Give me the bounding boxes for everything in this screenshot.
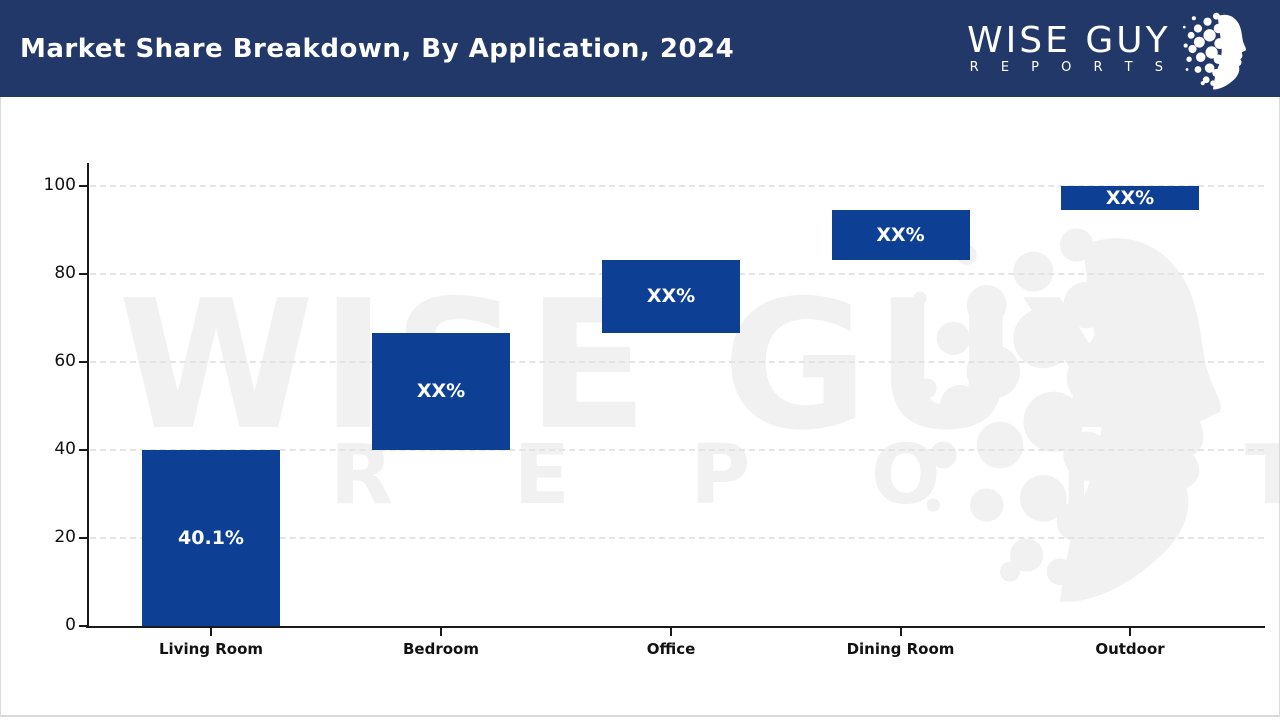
y-axis-tick bbox=[79, 361, 87, 363]
bottom-divider bbox=[0, 715, 1280, 717]
waterfall-bar-office: XX% bbox=[602, 259, 740, 333]
y-axis-tick-label: 20 bbox=[54, 527, 76, 547]
y-gridline bbox=[90, 361, 1264, 363]
y-axis-tick bbox=[79, 273, 87, 275]
x-axis-tick bbox=[670, 628, 672, 636]
header-bar: Market Share Breakdown, By Application, … bbox=[0, 0, 1280, 97]
waterfall-bar-dining-room: XX% bbox=[831, 210, 970, 260]
y-axis-tick-label: 100 bbox=[43, 175, 76, 195]
x-axis-tick bbox=[1129, 628, 1131, 636]
x-axis-tick bbox=[440, 628, 442, 636]
head-profile-dots-icon bbox=[1182, 12, 1246, 89]
bar-value-label: XX% bbox=[876, 224, 925, 247]
waterfall-bar-outdoor: XX% bbox=[1061, 186, 1199, 211]
x-axis-category-label: Living Room bbox=[158, 640, 264, 658]
x-axis-category-label: Office bbox=[646, 640, 696, 658]
waterfall-bar-bedroom: XX% bbox=[372, 332, 510, 450]
y-axis-tick bbox=[79, 537, 87, 539]
brand-subtitle: R E P O R T S bbox=[969, 60, 1172, 76]
bar-value-label: XX% bbox=[416, 380, 466, 403]
x-axis-category-label: Outdoor bbox=[1095, 640, 1165, 658]
bar-value-label: XX% bbox=[1105, 187, 1155, 210]
x-axis-tick bbox=[899, 628, 902, 636]
y-axis-tick-label: 60 bbox=[54, 351, 76, 371]
y-gridline bbox=[90, 185, 1264, 187]
page-title: Market Share Breakdown, By Application, … bbox=[20, 33, 735, 64]
y-axis-tick bbox=[79, 625, 87, 627]
bar-value-label: 40.1% bbox=[178, 526, 244, 549]
y-axis-tick bbox=[79, 449, 87, 451]
brand-logo-text: WISE GUY R E P O R T S bbox=[966, 19, 1172, 76]
watermark-head-profile-dots-icon bbox=[913, 228, 1221, 602]
x-axis-tick bbox=[210, 628, 212, 636]
bar-value-label: XX% bbox=[646, 285, 696, 308]
y-axis-tick bbox=[79, 185, 87, 187]
y-axis-line bbox=[87, 163, 89, 628]
x-axis-category-label: Dining Room bbox=[846, 640, 955, 658]
y-axis-tick-label: 80 bbox=[54, 263, 76, 283]
y-axis-tick-label: 0 bbox=[65, 615, 76, 635]
y-gridline bbox=[90, 449, 1264, 451]
page-frame-border bbox=[0, 97, 1280, 717]
brand-name: WISE GUY bbox=[967, 19, 1171, 61]
waterfall-bar-living-room: 40.1% bbox=[142, 449, 280, 626]
x-axis-line bbox=[86, 626, 1265, 628]
y-axis-tick-label: 40 bbox=[54, 439, 76, 459]
y-gridline bbox=[90, 537, 1264, 539]
x-axis-category-label: Bedroom bbox=[403, 640, 479, 658]
brand-logo: WISE GUY R E P O R T S bbox=[966, 8, 1252, 90]
